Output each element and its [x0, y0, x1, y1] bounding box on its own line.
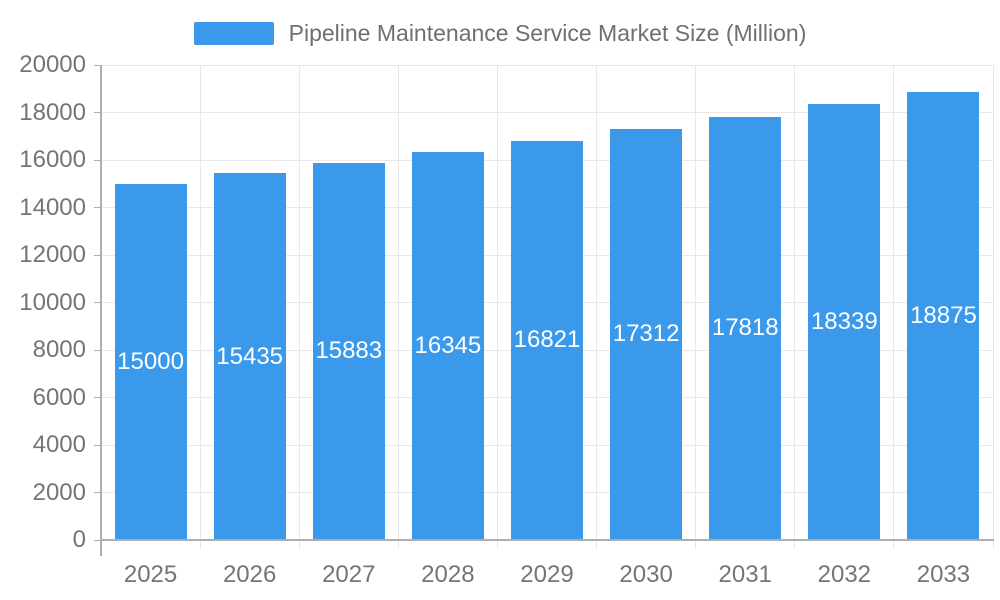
gridline-x: [496, 65, 498, 549]
bar: 17818: [709, 116, 782, 540]
y-axis-tick: [94, 254, 101, 256]
bar-value-label: 16345: [414, 331, 482, 359]
bar-value-label: 16821: [513, 326, 581, 354]
bar-value-label: 18339: [810, 308, 878, 336]
y-axis-label: 4000: [32, 431, 86, 458]
y-axis-tick: [94, 159, 101, 161]
y-axis-label: 8000: [32, 336, 86, 363]
y-axis-label: 16000: [19, 146, 86, 173]
gridline-x: [893, 65, 895, 549]
legend-label[interactable]: Pipeline Maintenance Service Market Size…: [288, 20, 807, 46]
y-axis-label: 2000: [32, 478, 86, 506]
x-axis-label: 2026: [222, 561, 277, 588]
legend-swatch[interactable]: [193, 22, 274, 45]
x-axis-label: 2025: [123, 561, 178, 588]
x-axis-line: [100, 539, 994, 541]
bar: 15000: [114, 183, 187, 540]
gridline-x: [794, 65, 796, 549]
gridline-x: [596, 65, 598, 549]
bar: 15883: [312, 162, 385, 540]
gridline-x: [298, 65, 300, 549]
y-axis-tick: [94, 444, 101, 446]
bar: 17312: [610, 128, 683, 540]
y-axis-label: 14000: [19, 193, 86, 221]
legend[interactable]: Pipeline Maintenance Service Market Size…: [0, 20, 1000, 47]
bar-value-label: 15435: [216, 342, 284, 370]
y-axis-label: 0: [72, 526, 86, 553]
bar: 18339: [808, 104, 881, 540]
y-axis-label: 12000: [19, 241, 86, 268]
x-axis-label: 2028: [421, 561, 475, 588]
y-axis-tick: [94, 64, 101, 66]
x-axis-label: 2029: [520, 561, 574, 588]
bar-value-label: 15883: [315, 337, 383, 365]
x-axis-label: 2031: [718, 561, 772, 588]
y-axis-line: [100, 65, 102, 556]
gridline-x: [199, 65, 201, 549]
bar: 16345: [411, 151, 484, 540]
y-axis-tick: [94, 302, 101, 303]
y-axis-label: 20000: [19, 51, 86, 78]
y-axis-label: 10000: [19, 288, 86, 316]
x-axis-label: 2032: [817, 561, 872, 588]
y-axis-tick: [94, 349, 101, 351]
bar-value-label: 17312: [612, 320, 680, 348]
bar-value-label: 18875: [910, 301, 977, 329]
x-axis-label: 2030: [619, 561, 673, 588]
bar: 15435: [213, 173, 286, 540]
x-axis-label: 2033: [916, 561, 971, 588]
y-axis-label: 6000: [32, 383, 86, 411]
bar-value-label: 15000: [117, 347, 184, 375]
gridline-x: [695, 65, 697, 549]
y-axis-label: 18000: [19, 98, 86, 126]
y-axis-tick: [94, 539, 101, 541]
bar: 18875: [907, 91, 980, 540]
y-axis-tick: [94, 397, 101, 398]
gridline-x: [397, 65, 399, 549]
y-axis-tick: [94, 112, 101, 113]
x-axis-label: 2027: [322, 561, 376, 588]
y-axis-tick: [94, 207, 101, 208]
y-axis-tick: [94, 492, 101, 493]
gridline-x: [992, 65, 994, 549]
bar: 16821: [511, 140, 583, 540]
gridline-y: [101, 112, 993, 113]
gridline-y: [101, 64, 993, 66]
bar-value-label: 17818: [711, 314, 779, 342]
